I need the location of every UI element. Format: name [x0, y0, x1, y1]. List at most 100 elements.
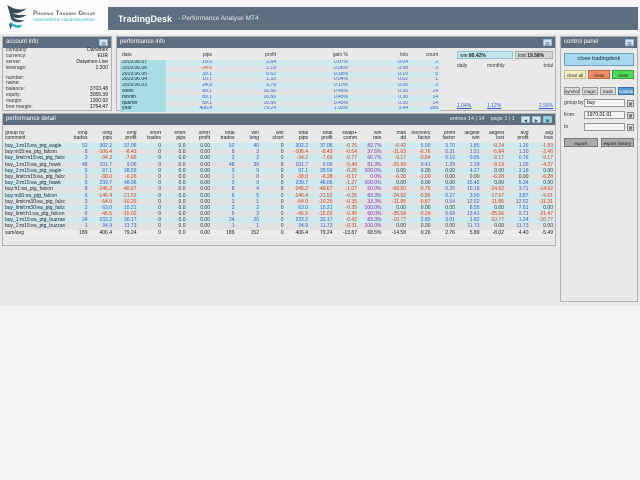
cell: 0.00: [543, 223, 553, 230]
cell: 189: [410, 106, 440, 113]
cell: -0.39: [419, 211, 431, 218]
cell: -24.6: [166, 65, 214, 72]
column-header: profit factor: [442, 130, 455, 142]
close-loss-button[interactable]: close loss: [588, 70, 610, 79]
app-title: TradingDesk: [118, 13, 173, 24]
cell: 8.55: [469, 204, 480, 211]
cell: -9.17: [541, 155, 553, 162]
cell: 3.18: [518, 167, 529, 174]
cell: 39.1: [166, 71, 214, 78]
from-date-input[interactable]: [584, 111, 625, 119]
filter-symbol-button[interactable]: symbol: [564, 87, 580, 95]
cell: 48.06: [123, 180, 137, 187]
cell: -25.99: [391, 161, 406, 168]
column-header: long trades: [73, 130, 88, 142]
cell: 2.29: [469, 161, 480, 168]
cell: 3: [256, 211, 259, 218]
cell: 14: [410, 88, 440, 95]
cell: 28.59: [123, 167, 137, 174]
cell: 16.56: [214, 88, 278, 95]
account-field: margin: 1300.92: [3, 98, 111, 105]
cell: 48.06: [319, 180, 333, 187]
from-picker-icon[interactable]: ▦: [627, 111, 634, 119]
cell: 0.00: [200, 173, 210, 180]
cell: 0.41: [420, 161, 431, 168]
cell: 12.52: [466, 198, 480, 205]
cell: 0.00: [396, 167, 406, 174]
next-page-icon[interactable]: ▶: [532, 116, 541, 123]
table-row: buy:m15:ea_ptg_falcon 8 -106.4 -8.43 0 0.0 0.0…: [3, 149, 555, 156]
cell: -0.35: [345, 204, 357, 211]
cell: 34.9: [298, 223, 308, 230]
cell: 30.17: [319, 217, 333, 224]
cell: 0: [280, 192, 284, 199]
cell: -11.85: [490, 198, 504, 205]
cell: 0.45%: [278, 94, 350, 101]
cell: -8.43: [125, 149, 137, 156]
prev-page-icon[interactable]: ◀: [521, 116, 530, 123]
cell: -6.28: [125, 173, 137, 180]
cell: 5.90: [420, 143, 431, 149]
cell: -15.02: [318, 211, 333, 218]
close-tradingdesk-button[interactable]: close tradingdesk: [564, 53, 634, 66]
cell: 0.00: [200, 180, 210, 187]
cell: 20: [253, 217, 259, 224]
column-header: group by comment: [5, 130, 26, 142]
cell: -40.67: [122, 186, 137, 193]
export-history-button[interactable]: export history: [600, 138, 634, 147]
cell: 5: [256, 192, 259, 199]
period-values: 1.04% 1.12% 2.93%: [457, 103, 553, 109]
to-picker-icon[interactable]: ▦: [627, 123, 634, 131]
cell: 0.00: [445, 204, 455, 211]
cell: 2: [256, 155, 259, 162]
cell: 33.3%: [367, 198, 382, 205]
close-profit-button[interactable]: close profit: [612, 70, 634, 79]
panel-menu-icon[interactable]: ▣: [543, 116, 552, 123]
group-by-picker-icon[interactable]: ▦: [627, 99, 634, 107]
cell: 2019.06.04: [120, 77, 166, 84]
cell: 0.00: [494, 223, 504, 230]
cell: -10.77: [538, 217, 553, 224]
column-header: win long: [249, 130, 259, 142]
filter-trade-button[interactable]: trade: [600, 87, 616, 95]
cell: 0: [280, 143, 284, 149]
group-by-input[interactable]: [584, 99, 625, 107]
cell: -34.2: [100, 155, 112, 162]
cell: -11.31: [539, 198, 553, 205]
field-label: leverage:: [6, 64, 27, 71]
cell: -0.84: [419, 155, 431, 162]
panel-menu-icon[interactable]: ▤: [543, 39, 552, 46]
cell: 24: [228, 217, 235, 224]
panel-menu-icon[interactable]: ▤: [99, 39, 108, 46]
cell: 0.0: [178, 149, 186, 156]
cell: 0.00: [200, 192, 210, 199]
panel-menu-icon[interactable]: ▤: [625, 39, 634, 46]
account-info-title: account info: [6, 39, 39, 45]
account-field: name:: [3, 81, 111, 87]
cell: 0.0: [178, 167, 186, 174]
column-header: win rate: [372, 130, 382, 142]
cell: -21.47: [538, 211, 553, 218]
cell: 0: [158, 161, 161, 168]
close-all-button[interactable]: close all: [564, 70, 586, 79]
cell: -0.31: [345, 223, 357, 230]
filter-comment-button[interactable]: comment: [618, 87, 634, 95]
cell: 302.2: [295, 143, 308, 149]
cell: 39: [253, 161, 259, 168]
cell: 0.45%: [278, 100, 350, 107]
to-date-input[interactable]: [584, 123, 625, 131]
cell: 100.0%: [364, 167, 382, 174]
cell: 79.24: [319, 229, 333, 236]
cell: 6: [231, 192, 235, 199]
cell: week: [120, 88, 166, 95]
cell: 1.29: [445, 161, 455, 168]
cell: 0: [280, 198, 284, 205]
cell: 15.21: [123, 204, 137, 211]
cell: 302.2: [99, 143, 112, 149]
cell: 0: [280, 211, 284, 218]
account-fields: company: Darwinex currency: EUR server: Darwi…: [3, 47, 111, 111]
export-performance-button[interactable]: export performance: [564, 138, 598, 147]
cell: -21.52: [122, 192, 137, 199]
filter-magic-button[interactable]: magic: [582, 87, 598, 95]
cell: -6.28: [541, 173, 553, 180]
